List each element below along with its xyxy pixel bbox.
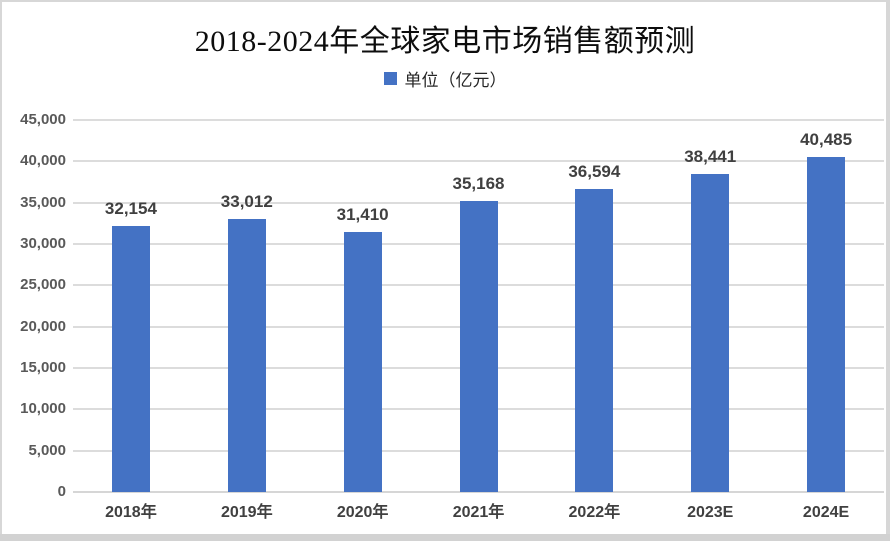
- bar-value-label: 35,168: [452, 174, 505, 194]
- bar-2023E: [691, 174, 730, 492]
- legend: 单位（亿元）: [0, 66, 890, 91]
- bar-value-label: 33,012: [220, 192, 273, 212]
- y-axis-tick-label: 10,000: [20, 400, 66, 418]
- bar-2020年: [343, 232, 382, 492]
- x-axis-tick-label: 2021年: [452, 504, 505, 521]
- frame-border-right: [886, 0, 890, 541]
- y-axis-tick-label: 45,000: [20, 111, 66, 128]
- y-axis-tick-label: 30,000: [20, 235, 66, 252]
- frame-border-top: [0, 0, 890, 2]
- y-axis-tick-label: 35,000: [20, 193, 66, 211]
- gridline: [73, 119, 884, 121]
- bar-value-label: 36,594: [568, 162, 621, 182]
- bar-2024E: [807, 157, 846, 492]
- bar-2019年: [227, 219, 266, 492]
- bar-value-label: 38,441: [684, 147, 737, 167]
- x-axis-line: [73, 491, 884, 493]
- y-axis-tick-label: 0: [57, 483, 66, 500]
- bar-value-label: 31,410: [336, 205, 389, 225]
- x-axis-tick-label: 2020年: [336, 504, 389, 521]
- x-axis-tick-label: 2019年: [220, 504, 273, 521]
- y-axis-tick-label: 40,000: [20, 152, 66, 170]
- legend-label: 单位（亿元）: [404, 71, 507, 90]
- y-axis-tick-label: 25,000: [20, 276, 66, 294]
- bar-2021年: [459, 201, 498, 492]
- y-axis-tick-label: 15,000: [20, 359, 66, 376]
- x-axis-tick-label: 2018年: [105, 504, 157, 521]
- chart-title: 2018-2024年全球家电市场销售额预测: [194, 25, 696, 58]
- legend-marker-icon: [383, 72, 397, 85]
- bar-2018年: [111, 226, 150, 492]
- x-axis-tick-label: 2023E: [687, 504, 734, 521]
- x-axis-tick-label: 2022年: [568, 504, 621, 521]
- bar-value-label: 40,485: [800, 130, 853, 150]
- frame-border-left: [0, 0, 2, 541]
- y-axis-tick-label: 5,000: [28, 441, 66, 459]
- bar-2022年: [575, 189, 614, 492]
- x-axis-tick-label: 2024E: [802, 504, 850, 521]
- y-axis-tick-label: 20,000: [20, 317, 66, 335]
- gridline: [73, 160, 884, 163]
- frame-border-bottom: [0, 534, 890, 541]
- bar-value-label: 32,154: [104, 199, 157, 219]
